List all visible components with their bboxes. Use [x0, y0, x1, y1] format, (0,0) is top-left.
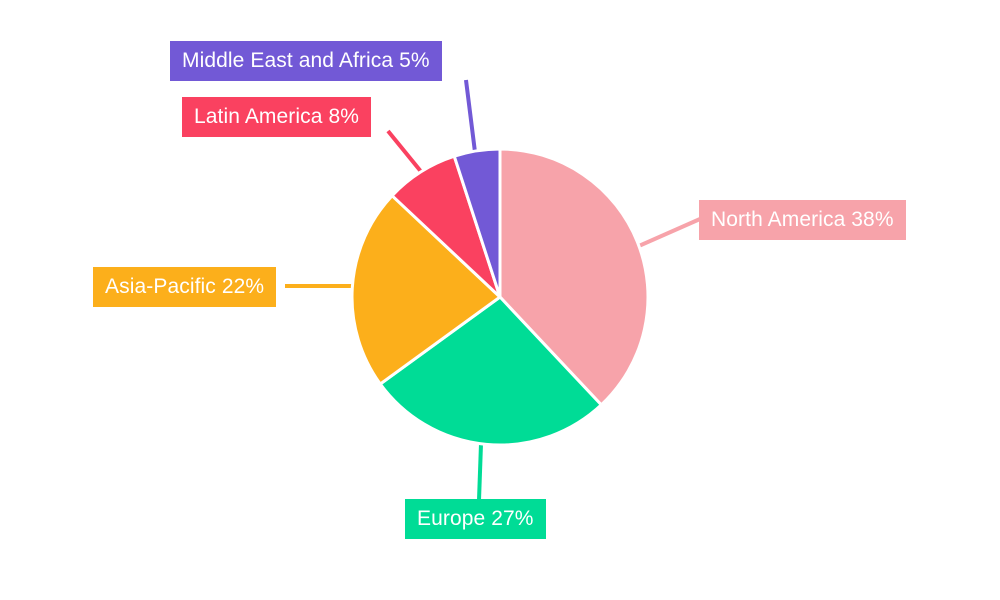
- pie-slice-europe[interactable]: [378, 295, 603, 447]
- pie-label-middle-east-africa[interactable]: Middle East and Africa 5%: [170, 41, 442, 81]
- leader-line-middle-east-africa: [464, 79, 477, 153]
- pie-label-europe[interactable]: Europe 27%: [405, 499, 546, 539]
- pie-slice-asia-pacific[interactable]: [350, 194, 502, 386]
- pie-wedges: [350, 147, 650, 447]
- leader-line-latin-america: [386, 129, 425, 176]
- leader-lines: [285, 79, 701, 501]
- pie-slice-north-america[interactable]: [498, 147, 650, 407]
- pie-label-north-america[interactable]: North America 38%: [699, 200, 906, 240]
- pie-slice-middle-east-africa[interactable]: [452, 147, 502, 299]
- pie-label-latin-america[interactable]: Latin America 8%: [182, 97, 372, 137]
- leader-line-north-america: [631, 217, 701, 251]
- pie-label-asia-pacific[interactable]: Asia-Pacific 22%: [93, 267, 277, 307]
- leader-line-europe: [477, 443, 483, 501]
